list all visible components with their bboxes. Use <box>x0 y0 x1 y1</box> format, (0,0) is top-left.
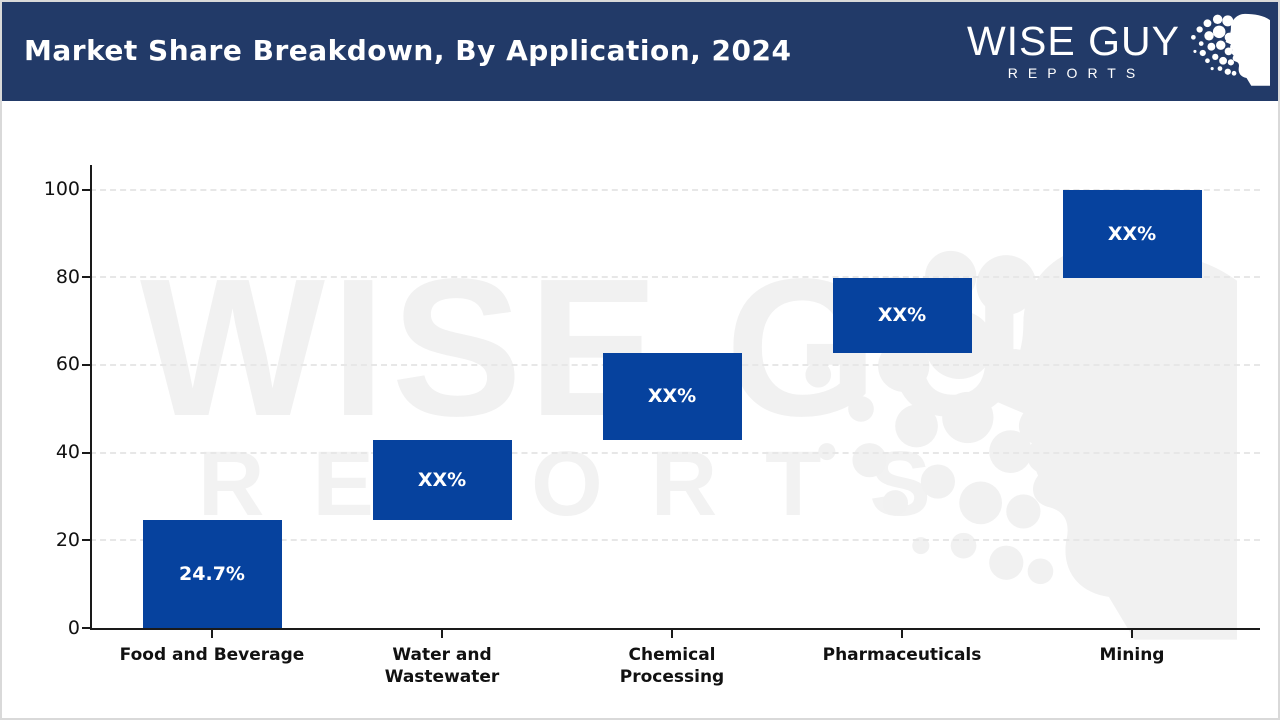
x-category-label: Chemical Processing <box>557 644 787 688</box>
y-tick <box>82 539 90 542</box>
x-category-label-line: Wastewater <box>384 667 500 688</box>
x-category-label-line: Processing <box>619 667 725 688</box>
y-tick-label: 80 <box>55 265 80 288</box>
bar-value-label: XX% <box>1107 222 1157 245</box>
logo-subtitle: REPORTS <box>1007 65 1146 81</box>
bar-value-label: XX% <box>877 304 927 327</box>
x-category-label-line: Pharmaceuticals <box>822 645 982 665</box>
wise-guy-reports-logo: WISE GUY REPORTS <box>967 8 1270 94</box>
x-category-label: Mining <box>1017 644 1247 666</box>
logo-wordmark: WISE GUY <box>966 18 1180 64</box>
x-category-label: Food and Beverage <box>97 644 327 666</box>
logo-text: WISE GUY REPORTS <box>966 18 1180 82</box>
x-tick <box>211 630 213 638</box>
bar-value-label: XX% <box>417 468 467 491</box>
x-tick <box>1131 630 1133 638</box>
y-tick-label: 20 <box>55 528 80 551</box>
y-tick-label: 40 <box>55 441 80 464</box>
y-tick <box>82 627 90 629</box>
page-title: Market Share Breakdown, By Application, … <box>24 34 792 67</box>
bar: XX% <box>832 277 972 353</box>
bar-value-label: XX% <box>647 385 697 408</box>
x-axis-line <box>90 628 1260 630</box>
y-tick-label: 0 <box>67 616 80 639</box>
x-category-label-line: Water and <box>392 645 492 665</box>
x-tick <box>901 630 903 638</box>
x-category-label-line: Food and Beverage <box>119 645 305 665</box>
grid-line <box>90 188 1260 191</box>
x-tick <box>441 630 443 638</box>
x-category-label: Water and Wastewater <box>327 644 557 688</box>
y-tick <box>82 451 90 454</box>
y-tick-label: 100 <box>43 178 80 200</box>
bar: XX% <box>602 352 742 441</box>
dot-face-profile-icon <box>1191 13 1270 86</box>
x-tick <box>671 630 673 638</box>
y-tick <box>82 188 90 191</box>
bar: XX% <box>1062 189 1202 278</box>
grid-line <box>90 451 1260 454</box>
y-tick <box>82 363 90 366</box>
bar: 24.7% <box>142 519 282 628</box>
y-tick-label: 60 <box>55 353 80 376</box>
x-category-label-line: Chemical <box>628 645 716 665</box>
y-axis-line <box>90 165 92 630</box>
x-category-label: Pharmaceuticals <box>787 644 1017 666</box>
y-tick <box>82 276 90 279</box>
grid-line <box>90 539 1260 542</box>
bar-value-label: 24.7% <box>179 562 245 585</box>
grid-line <box>90 276 1260 279</box>
bar: XX% <box>372 440 512 520</box>
x-category-label-line: Mining <box>1099 645 1165 665</box>
header-bar: Market Share Breakdown, By Application, … <box>2 2 1278 101</box>
